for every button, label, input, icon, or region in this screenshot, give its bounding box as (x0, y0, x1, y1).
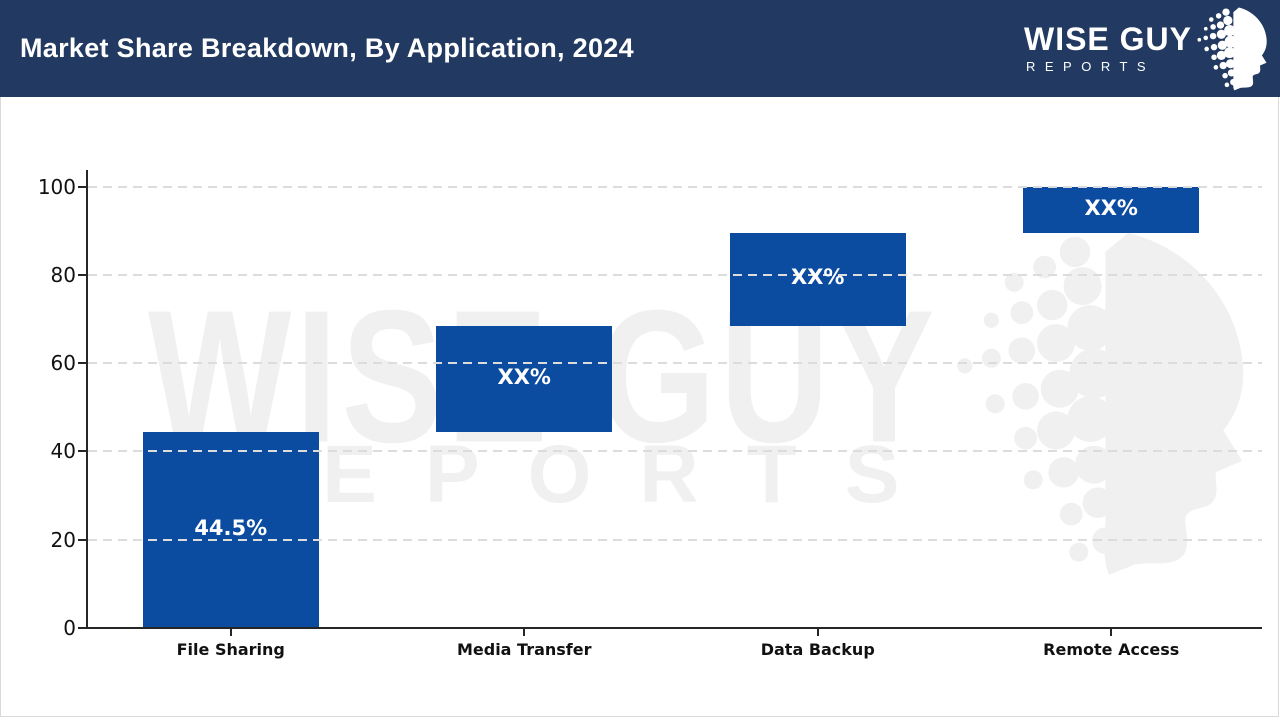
page-title: Market Share Breakdown, By Application, … (20, 33, 634, 63)
x-axis-line (86, 627, 1262, 629)
bar-file-sharing (142, 431, 319, 628)
x-tick-mark (229, 629, 232, 636)
logo-wordmark: WISE GUY (1023, 21, 1192, 57)
y-axis-line (86, 170, 88, 629)
y-tick-label: 20 (50, 527, 76, 552)
wise-guy-reports-logo: WISE GUY REPORTS (1024, 22, 1192, 74)
watermark-subtext: REPORTS (215, 429, 948, 520)
bar-value-label: XX% (497, 364, 551, 389)
y-tick-label: 60 (50, 351, 76, 376)
bar-value-label: 44.5% (194, 515, 268, 540)
y-tick-label: 80 (50, 262, 76, 287)
y-tick-mark (78, 362, 88, 365)
y-tick-label: 100 (37, 174, 76, 199)
x-axis-category-label: Data Backup (760, 640, 875, 659)
y-tick-mark (78, 450, 88, 453)
x-axis-category-label: File Sharing (176, 640, 285, 659)
y-tick-label: 40 (50, 439, 76, 464)
x-tick-mark (523, 629, 526, 636)
bar-value-label: XX% (791, 265, 845, 290)
bar-media-transfer (436, 325, 613, 432)
y-tick-mark (78, 627, 88, 629)
x-tick-mark (1110, 629, 1113, 636)
x-axis-category-label: Remote Access (1043, 640, 1180, 659)
logo-head-icon (1197, 7, 1267, 91)
y-tick-mark (78, 538, 88, 541)
y-tick-mark (78, 273, 88, 276)
header-band: Market Share Breakdown, By Application, … (0, 0, 1280, 97)
y-tick-label: 0 (63, 616, 76, 640)
bar-remote-access (1023, 186, 1200, 233)
gridline-20 (88, 538, 1262, 541)
gridline-100 (88, 185, 1262, 188)
gridline-80 (88, 273, 1262, 276)
x-axis-category-label: Media Transfer (456, 640, 592, 659)
gridline-60 (88, 362, 1262, 365)
watermark-head-graphic (957, 232, 1244, 575)
bar-value-label: XX% (1084, 195, 1138, 220)
x-tick-mark (816, 629, 819, 636)
y-tick-mark (78, 185, 88, 188)
bar-data-backup (729, 232, 906, 326)
gridline-40 (88, 450, 1262, 453)
logo-subtext: REPORTS (1025, 59, 1156, 74)
